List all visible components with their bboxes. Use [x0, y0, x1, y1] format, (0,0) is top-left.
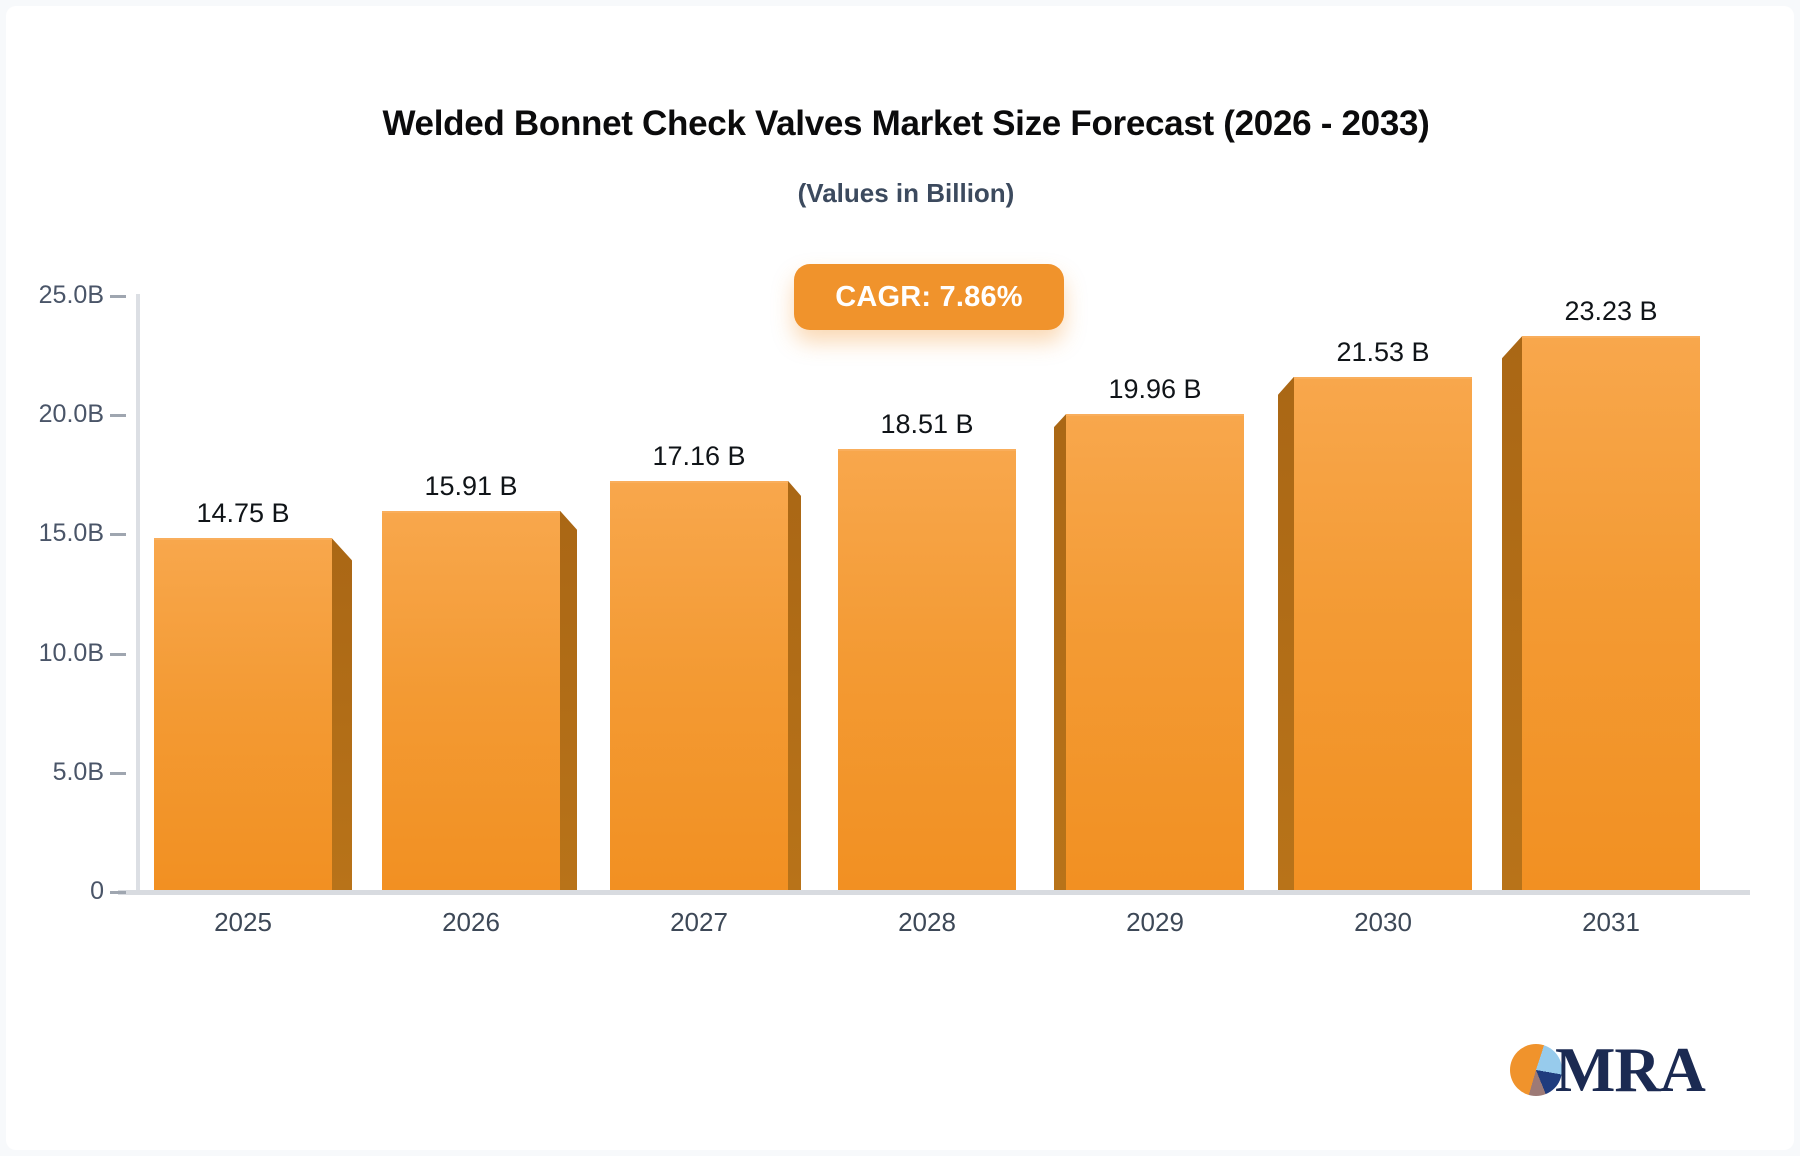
bar-2025 [154, 538, 332, 890]
x-tick-label-2030: 2030 [1354, 907, 1412, 937]
y-tick-label-15.0B: 15.0B [38, 519, 104, 548]
bar-2026 [382, 510, 560, 890]
y-axis-line [136, 294, 140, 893]
x-tick-label-2027: 2027 [670, 907, 728, 937]
bar-value-label-2030: 21.53 B [1336, 336, 1430, 367]
y-tick-label-5.0B: 5.0B [52, 757, 104, 786]
y-tick-mark [110, 771, 126, 775]
x-tick-label-2026: 2026 [442, 907, 500, 937]
bar-value-label-2031: 23.23 B [1564, 296, 1658, 327]
bar-value-label-2025: 14.75 B [196, 498, 290, 529]
bar-3d-edge-2025 [332, 538, 352, 890]
bar-3d-edge-2031 [1502, 336, 1522, 890]
bar-2028 [838, 448, 1016, 890]
bar-3d-edge-2027 [788, 480, 801, 890]
y-tick-mark [110, 652, 126, 656]
x-axis-baseline [118, 890, 1750, 895]
bar-value-label-2027: 17.16 B [652, 440, 746, 471]
chart-subtitle: (Values in Billion) [797, 178, 1015, 208]
bar-value-label-2029: 19.96 B [1108, 374, 1202, 405]
y-tick-mark [110, 533, 126, 537]
y-tick-mark [110, 414, 126, 418]
page-title: Welded Bonnet Check Valves Market Size F… [382, 104, 1430, 143]
mra-logo: MRA [1510, 1034, 1706, 1105]
x-tick-label-2028: 2028 [898, 907, 956, 937]
logo-text: MRA [1555, 1034, 1706, 1105]
y-tick-label-0: 0 [90, 877, 104, 905]
bar-2030 [1294, 376, 1472, 890]
bar-2027 [610, 480, 788, 890]
bar-value-label-2026: 15.91 B [424, 470, 518, 501]
bar-value-label-2028: 18.51 B [880, 408, 974, 439]
bar-3d-edge-2029 [1054, 414, 1066, 890]
x-tick-label-2025: 2025 [214, 907, 272, 937]
y-tick-mark [110, 891, 126, 894]
cagr-badge-label: CAGR: 7.86% [835, 280, 1023, 313]
cagr-badge: CAGR: 7.86% [794, 264, 1064, 330]
bar-3d-edge-2030 [1278, 376, 1294, 890]
chart-canvas: Welded Bonnet Check Valves Market Size F… [6, 6, 1794, 1150]
bar-2029 [1066, 414, 1244, 890]
x-tick-label-2031: 2031 [1582, 907, 1640, 937]
pie-chart-icon [1510, 1044, 1562, 1096]
x-tick-label-2029: 2029 [1126, 907, 1184, 937]
bar-3d-edge-2026 [560, 510, 577, 890]
bar-2031 [1522, 336, 1700, 890]
y-tick-label-10.0B: 10.0B [38, 638, 104, 667]
y-tick-mark [110, 295, 126, 298]
y-tick-label-20.0B: 20.0B [38, 400, 104, 429]
y-tick-label-25.0B: 25.0B [38, 281, 104, 309]
